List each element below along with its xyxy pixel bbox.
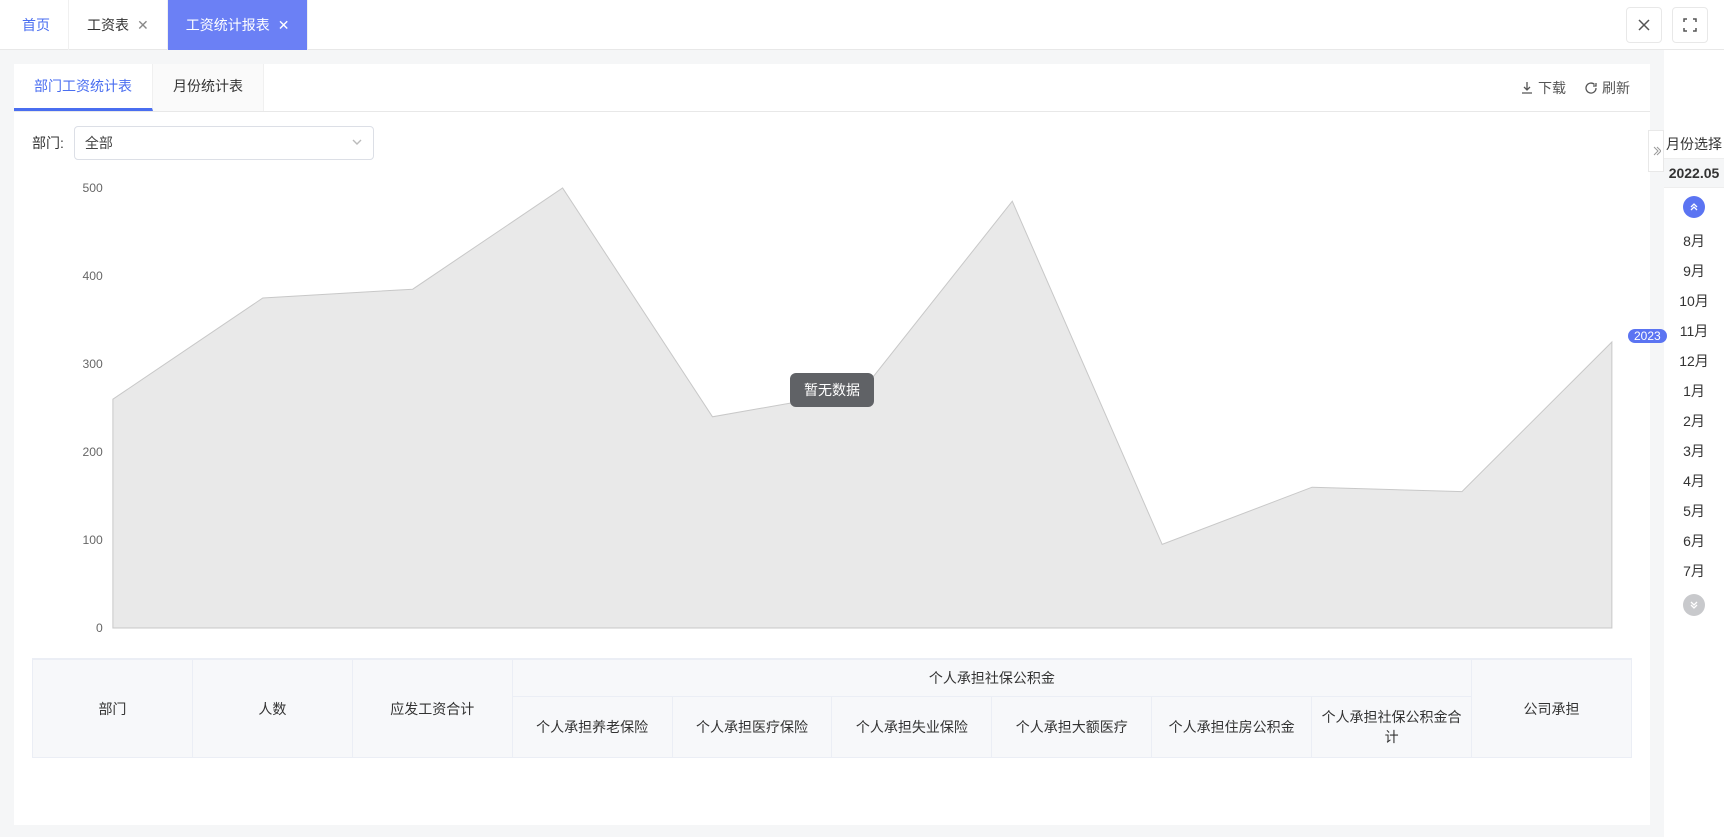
tab-salary-report[interactable]: 工资统计报表 ✕ (168, 0, 309, 50)
table-header: 部门 (33, 660, 193, 758)
table-header: 应发工资合计 (352, 660, 512, 758)
refresh-icon (1584, 81, 1598, 95)
close-all-tabs-button[interactable] (1626, 7, 1662, 43)
rail-list-wrap: 8月9月10月11月12月1月2月3月4月5月6月7月 2023 (1664, 188, 1724, 624)
sub-header: 部门工资统计表 月份统计表 下载 刷新 (14, 64, 1650, 112)
table-header: 公司承担 (1472, 660, 1632, 758)
table-subheader: 个人承担住房公积金 (1152, 697, 1312, 758)
tab-month-stats-label: 月份统计表 (173, 78, 243, 94)
table-wrap: 部门人数应发工资合计个人承担社保公积金公司承担个人承担养老保险个人承担医疗保险个… (32, 658, 1632, 758)
dept-select-value: 全部 (85, 133, 113, 153)
table-subheader: 个人承担大额医疗 (992, 697, 1152, 758)
month-option[interactable]: 11月 (1664, 316, 1724, 346)
chevron-right-icon (1651, 146, 1661, 156)
download-label: 下载 (1538, 78, 1566, 98)
month-option[interactable]: 2月 (1664, 406, 1724, 436)
top-right-controls (1626, 7, 1724, 43)
dept-select[interactable]: 全部 (74, 126, 374, 160)
tab-salary[interactable]: 工资表 ✕ (69, 0, 168, 50)
table-subheader: 个人承担失业保险 (832, 697, 992, 758)
svg-text:400: 400 (83, 269, 104, 283)
month-option[interactable]: 10月 (1664, 286, 1724, 316)
year-pill: 2023 (1628, 329, 1667, 343)
close-icon[interactable]: ✕ (137, 0, 149, 50)
svg-text:0: 0 (96, 621, 103, 635)
tab-home[interactable]: 首页 (4, 0, 69, 50)
area-chart: 0 100 200 300 400 500 暂无数据 (42, 178, 1622, 648)
chart-svg: 0 100 200 300 400 500 (42, 178, 1622, 648)
month-option[interactable]: 5月 (1664, 496, 1724, 526)
sub-toolbar: 下载 刷新 (1520, 78, 1650, 98)
summary-table: 部门人数应发工资合计个人承担社保公积金公司承担个人承担养老保险个人承担医疗保险个… (32, 659, 1632, 758)
month-option[interactable]: 3月 (1664, 436, 1724, 466)
chevron-down-double-icon (1689, 600, 1699, 610)
tab-month-stats[interactable]: 月份统计表 (153, 64, 264, 111)
tab-salary-report-label: 工资统计报表 (186, 0, 270, 50)
table-group-header: 个人承担社保公积金 (512, 660, 1471, 697)
svg-text:300: 300 (83, 357, 104, 371)
refresh-button[interactable]: 刷新 (1584, 78, 1630, 98)
month-selector-rail: 月份选择 2022.05 8月9月10月11月12月1月2月3月4月5月6月7月… (1664, 130, 1724, 624)
svg-text:200: 200 (83, 445, 104, 459)
table-subheader: 个人承担社保公积金合计 (1312, 697, 1472, 758)
month-option[interactable]: 8月 (1664, 226, 1724, 256)
refresh-label: 刷新 (1602, 78, 1630, 98)
chart-tooltip: 暂无数据 (790, 373, 874, 407)
filter-row: 部门: 全部 (32, 126, 1632, 160)
month-option[interactable]: 6月 (1664, 526, 1724, 556)
month-option[interactable]: 7月 (1664, 556, 1724, 586)
chevron-down-icon (351, 135, 363, 151)
rail-scroll-up-button[interactable] (1683, 196, 1705, 218)
close-icon[interactable]: ✕ (278, 0, 290, 50)
tab-dept-stats[interactable]: 部门工资统计表 (14, 64, 153, 111)
main-panel: 部门: 全部 0100200300400500 暂无数据 部门人数应发工资合计个… (14, 112, 1650, 825)
rail-title: 月份选择 (1664, 130, 1724, 158)
tab-salary-label: 工资表 (87, 0, 129, 50)
sub-tabs: 部门工资统计表 月份统计表 (14, 64, 264, 111)
content-area: 部门工资统计表 月份统计表 下载 刷新 部门: 全部 (0, 50, 1664, 837)
svg-text:100: 100 (83, 533, 104, 547)
fullscreen-button[interactable] (1672, 7, 1708, 43)
rail-selected-date: 2022.05 (1664, 158, 1724, 188)
table-header: 人数 (192, 660, 352, 758)
table-subheader: 个人承担医疗保险 (672, 697, 832, 758)
top-tab-bar: 首页 工资表 ✕ 工资统计报表 ✕ (0, 0, 1724, 50)
rail-expand-button[interactable] (1648, 130, 1664, 172)
month-option[interactable]: 9月 (1664, 256, 1724, 286)
chevron-up-double-icon (1689, 202, 1699, 212)
month-option[interactable]: 12月 (1664, 346, 1724, 376)
table-subheader: 个人承担养老保险 (512, 697, 672, 758)
month-list: 8月9月10月11月12月1月2月3月4月5月6月7月 (1664, 226, 1724, 586)
month-option[interactable]: 4月 (1664, 466, 1724, 496)
fullscreen-icon (1683, 18, 1697, 32)
tab-home-label: 首页 (22, 0, 50, 50)
dept-filter-label: 部门: (32, 133, 64, 153)
tab-dept-stats-label: 部门工资统计表 (34, 78, 132, 94)
month-option[interactable]: 1月 (1664, 376, 1724, 406)
download-icon (1520, 81, 1534, 95)
close-icon (1636, 17, 1652, 33)
download-button[interactable]: 下载 (1520, 78, 1566, 98)
svg-text:500: 500 (83, 181, 104, 195)
rail-scroll-down-button[interactable] (1683, 594, 1705, 616)
chart-tooltip-text: 暂无数据 (804, 382, 860, 398)
